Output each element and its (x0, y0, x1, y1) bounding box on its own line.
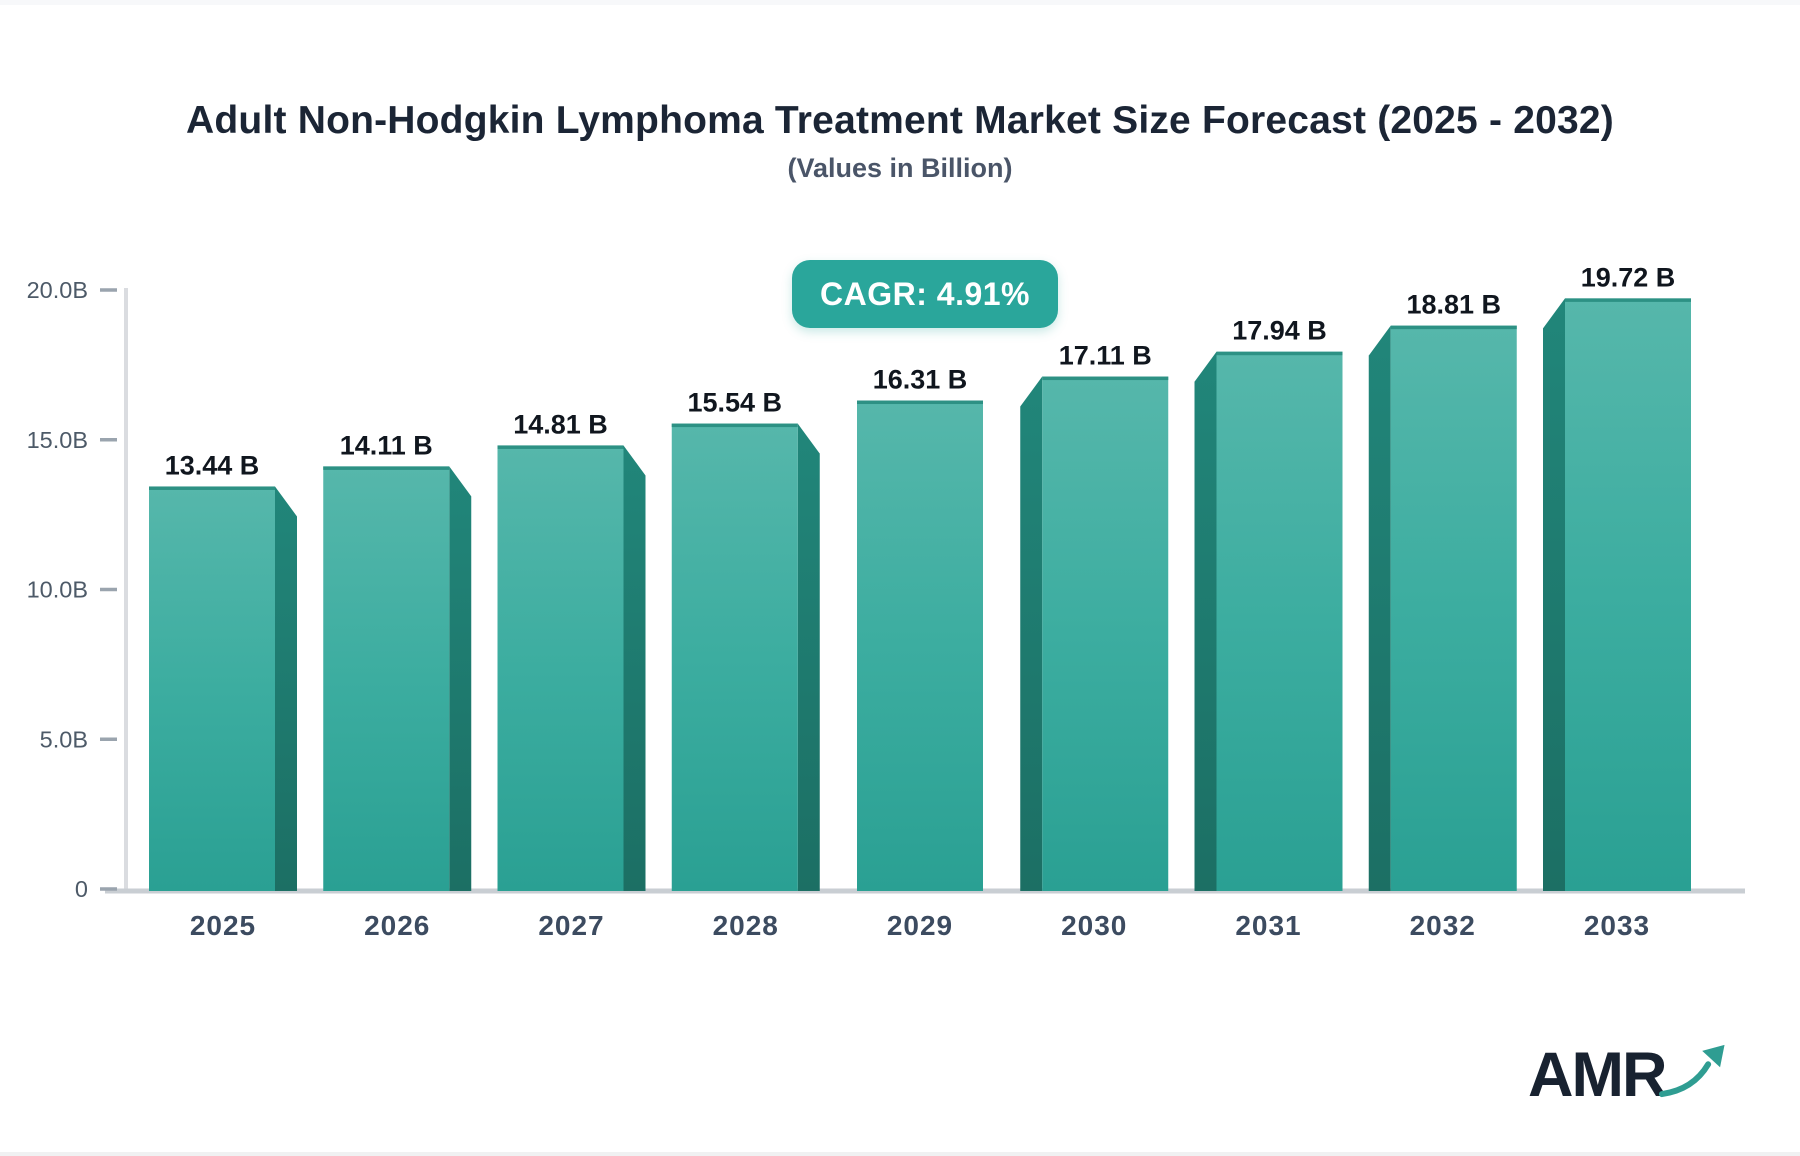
bar-value-label: 17.94 B (1232, 316, 1327, 346)
bar-chart: 0 5.0B 10.0B 15.0B 20.0B 13.44 B 2025 14.11 B 20… (27, 262, 1745, 941)
bar-side-face (275, 486, 297, 891)
bar-value-label: 16.31 B (873, 365, 968, 395)
bar-side-face (1368, 325, 1391, 891)
bar-value-label: 15.54 B (687, 388, 782, 418)
page-title: Adult Non-Hodgkin Lymphoma Treatment Mar… (186, 99, 1614, 142)
bar-front-face (857, 400, 983, 891)
bar-value-label: 13.44 B (165, 450, 260, 480)
bar-value-label: 17.11 B (1059, 341, 1152, 371)
bar-top-edge (497, 445, 624, 449)
bar-front-face (1216, 351, 1343, 891)
y-tick-label: 0 (75, 876, 88, 902)
bar-side-face (1194, 351, 1217, 891)
bar-value-label: 14.81 B (513, 409, 608, 439)
bar-top-edge (1565, 298, 1691, 302)
bar-top-edge (149, 486, 275, 490)
bar-front-face (497, 445, 624, 891)
bar-value-label: 14.11 B (340, 430, 433, 460)
bar-front-face (149, 486, 275, 891)
bar-value-label: 19.72 B (1581, 262, 1676, 292)
page-subtitle: (Values in Billion) (787, 153, 1013, 183)
bar-2026: 14.11 B 2026 (323, 430, 472, 941)
bar-front-face (323, 466, 450, 891)
y-tick-label: 5.0B (40, 726, 88, 752)
bar-front-face (1042, 376, 1169, 891)
bar-side-face (797, 423, 820, 891)
bar-top-edge (1042, 376, 1169, 381)
y-tick-label: 10.0B (27, 577, 88, 603)
x-category-label: 2030 (1061, 910, 1127, 941)
bar-top-edge (857, 400, 983, 405)
x-category-label: 2026 (364, 910, 430, 941)
amr-logo: AMR (1528, 1035, 1728, 1115)
bar-front-face (1390, 325, 1517, 891)
bar-top-edge (323, 466, 450, 470)
bar-side-face (623, 445, 646, 891)
x-category-label: 2029 (887, 910, 953, 941)
bar-2031: 17.94 B 2031 (1194, 316, 1343, 941)
bar-top-edge (671, 423, 798, 428)
y-tick-label: 15.0B (27, 427, 88, 453)
bar-value-label: 18.81 B (1406, 290, 1501, 320)
bar-2033: 19.72 B 2033 (1543, 262, 1691, 941)
cagr-badge-label: CAGR: 4.91% (820, 275, 1030, 312)
x-category-label: 2031 (1235, 910, 1301, 941)
bar-2029: 16.31 B 2029 (857, 365, 983, 941)
bar-2028: 15.54 B 2028 (671, 388, 820, 941)
bar-side-face (1543, 298, 1565, 891)
bar-2030: 17.11 B 2030 (1020, 341, 1169, 941)
bar-2032: 18.81 B 2032 (1368, 290, 1517, 941)
x-category-label: 2025 (190, 910, 256, 941)
amr-logo-text: AMR (1528, 1039, 1667, 1110)
bar-side-face (449, 466, 472, 891)
x-category-label: 2032 (1410, 910, 1476, 941)
bar-2025: 13.44 B 2025 (149, 450, 297, 941)
bar-top-edge (1390, 325, 1517, 330)
bar-front-face (1565, 298, 1691, 891)
bar-side-face (1020, 376, 1043, 891)
y-tick-label: 20.0B (27, 277, 88, 303)
x-category-label: 2027 (538, 910, 604, 941)
bar-top-edge (1216, 351, 1343, 356)
x-category-label: 2028 (713, 910, 779, 941)
growth-arrow-icon (1659, 1044, 1726, 1098)
bar-2027: 14.81 B 2027 (497, 409, 646, 941)
bar-front-face (671, 423, 798, 891)
x-category-label: 2033 (1584, 910, 1650, 941)
cagr-badge: CAGR: 4.91% (792, 260, 1058, 328)
